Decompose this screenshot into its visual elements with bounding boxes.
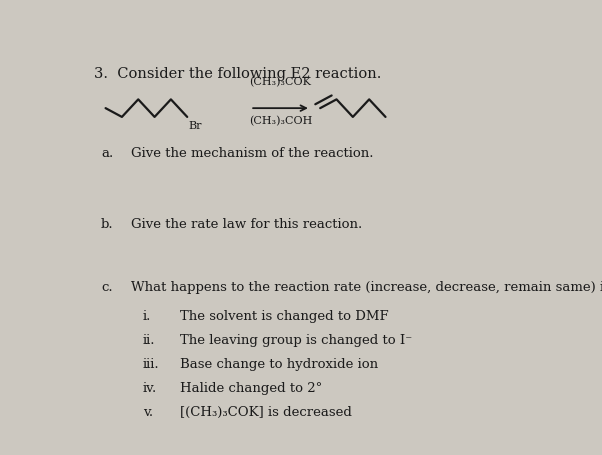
Text: Give the mechanism of the reaction.: Give the mechanism of the reaction. bbox=[131, 147, 374, 159]
Text: Br: Br bbox=[188, 121, 202, 131]
Text: iii.: iii. bbox=[143, 357, 160, 370]
Text: (CH₃)₃COH: (CH₃)₃COH bbox=[249, 115, 312, 126]
Text: 3.  Consider the following E2 reaction.: 3. Consider the following E2 reaction. bbox=[94, 67, 381, 81]
Text: Base change to hydroxide ion: Base change to hydroxide ion bbox=[180, 357, 378, 370]
Text: i.: i. bbox=[143, 310, 151, 323]
Text: b.: b. bbox=[101, 217, 114, 231]
Text: What happens to the reaction rate (increase, decrease, remain same) if:: What happens to the reaction rate (incre… bbox=[131, 281, 602, 293]
Text: c.: c. bbox=[101, 281, 113, 293]
Text: v.: v. bbox=[143, 405, 153, 418]
Text: (CH₃)₃COK: (CH₃)₃COK bbox=[250, 77, 311, 87]
Text: Give the rate law for this reaction.: Give the rate law for this reaction. bbox=[131, 217, 362, 231]
Text: The leaving group is changed to I⁻: The leaving group is changed to I⁻ bbox=[180, 334, 412, 346]
Text: Halide changed to 2°: Halide changed to 2° bbox=[180, 381, 323, 394]
Text: ii.: ii. bbox=[143, 334, 155, 346]
Text: The solvent is changed to DMF: The solvent is changed to DMF bbox=[180, 310, 389, 323]
Text: [(CH₃)₃COK] is decreased: [(CH₃)₃COK] is decreased bbox=[180, 405, 352, 418]
Text: iv.: iv. bbox=[143, 381, 157, 394]
Text: a.: a. bbox=[101, 147, 113, 159]
